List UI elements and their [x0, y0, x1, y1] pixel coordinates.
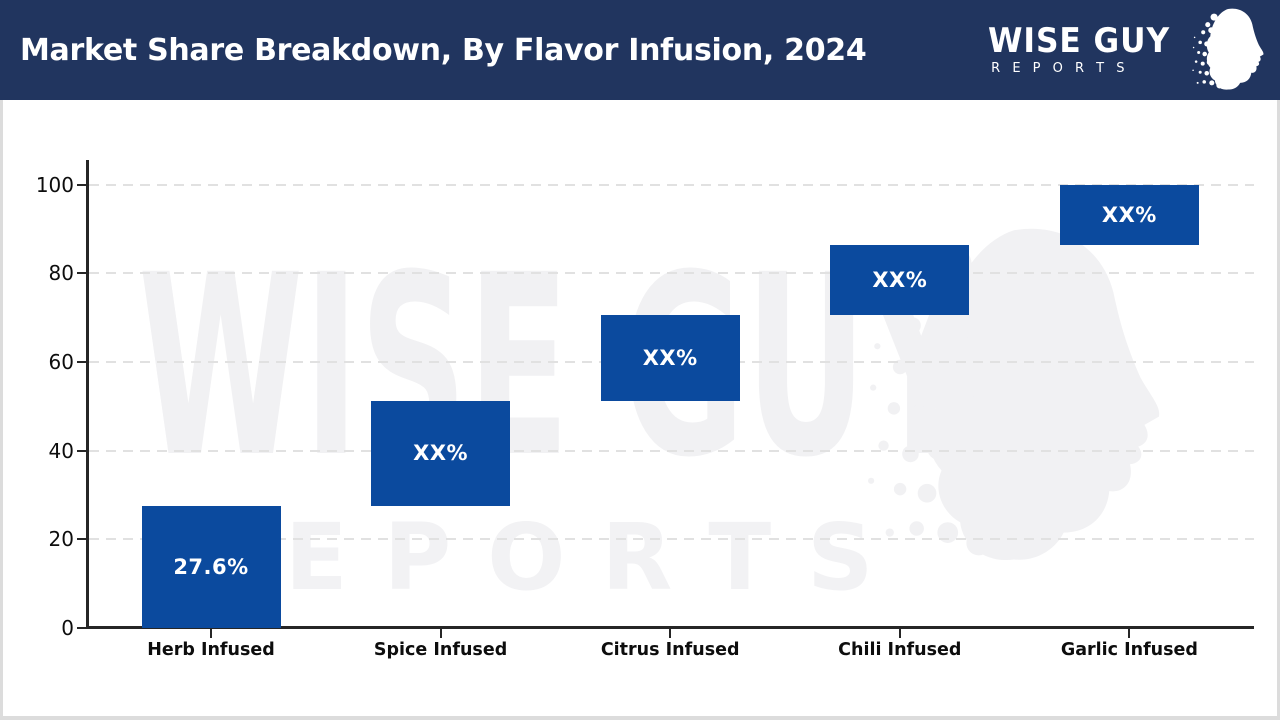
- watermark-reports: R E P O R T S: [178, 504, 876, 611]
- y-tick-label-20: 20: [48, 527, 74, 552]
- bar-value-label-chili-infused: XX%: [872, 267, 928, 292]
- x-tick-mark-citrus-infused: [669, 629, 672, 638]
- bar-value-label-spice-infused: XX%: [413, 441, 469, 466]
- y-tick-label-0: 0: [61, 616, 74, 640]
- wiseguy-logo: WISE GUY R E P O R T S: [988, 7, 1266, 93]
- x-axis-label-spice-infused: Spice Infused: [373, 640, 508, 660]
- y-tick-mark-60: [77, 360, 86, 363]
- x-tick-mark-chili-infused: [898, 629, 901, 638]
- header-bar: Market Share Breakdown, By Flavor Infusi…: [0, 0, 1280, 100]
- page-border-bottom: [0, 716, 1280, 720]
- bar-value-label-herb-infused: 27.6%: [173, 554, 249, 579]
- bar-herb-infused: 27.6%: [141, 505, 281, 628]
- y-tick-label-100: 100: [35, 172, 74, 197]
- gridline-100: [89, 183, 1254, 186]
- logo-face-icon: [1192, 8, 1264, 90]
- logo-text: WISE GUY R E P O R T S: [988, 24, 1186, 76]
- x-tick-mark-herb-infused: [210, 629, 212, 638]
- logo-wordmark: WISE GUY: [988, 21, 1171, 61]
- y-axis-line: [86, 160, 89, 629]
- gridline-40: [89, 449, 1254, 452]
- y-tick-mark-0: [77, 627, 86, 629]
- gridline-80: [89, 272, 1254, 275]
- chart-title: Market Share Breakdown, By Flavor Infusi…: [20, 32, 867, 68]
- logo-reports-label: R E P O R T S: [991, 61, 1129, 76]
- bar-value-label-citrus-infused: XX%: [642, 346, 698, 371]
- x-tick-mark-garlic-infused: [1128, 629, 1131, 638]
- bar-garlic-infused: XX%: [1059, 184, 1199, 245]
- y-tick-mark-20: [77, 538, 86, 541]
- page-border-right: [1277, 100, 1280, 720]
- x-axis-line: [88, 626, 1254, 629]
- y-tick-mark-40: [77, 449, 86, 452]
- x-tick-mark-spice-infused: [439, 629, 442, 638]
- page-border-left: [0, 100, 3, 720]
- y-tick-mark-80: [77, 272, 86, 275]
- y-tick-mark-100: [77, 183, 86, 186]
- bar-chili-infused: XX%: [830, 244, 970, 315]
- bar-value-label-garlic-infused: XX%: [1101, 202, 1157, 227]
- gridline-20: [89, 538, 1254, 541]
- y-tick-label-40: 40: [48, 438, 74, 463]
- x-axis-label-chili-infused: Chili Infused: [838, 640, 962, 660]
- y-tick-label-80: 80: [48, 261, 74, 286]
- bar-citrus-infused: XX%: [600, 314, 740, 402]
- chart-canvas: WISE GUY R E P O R T S 0 20 40 60 80 100 27.6…: [0, 100, 1280, 720]
- x-axis-label-herb-infused: Herb Infused: [147, 640, 275, 660]
- x-axis-label-garlic-infused: Garlic Infused: [1060, 640, 1198, 660]
- y-tick-label-60: 60: [48, 349, 74, 374]
- x-axis-label-citrus-infused: Citrus Infused: [600, 640, 740, 660]
- bar-spice-infused: XX%: [371, 401, 511, 506]
